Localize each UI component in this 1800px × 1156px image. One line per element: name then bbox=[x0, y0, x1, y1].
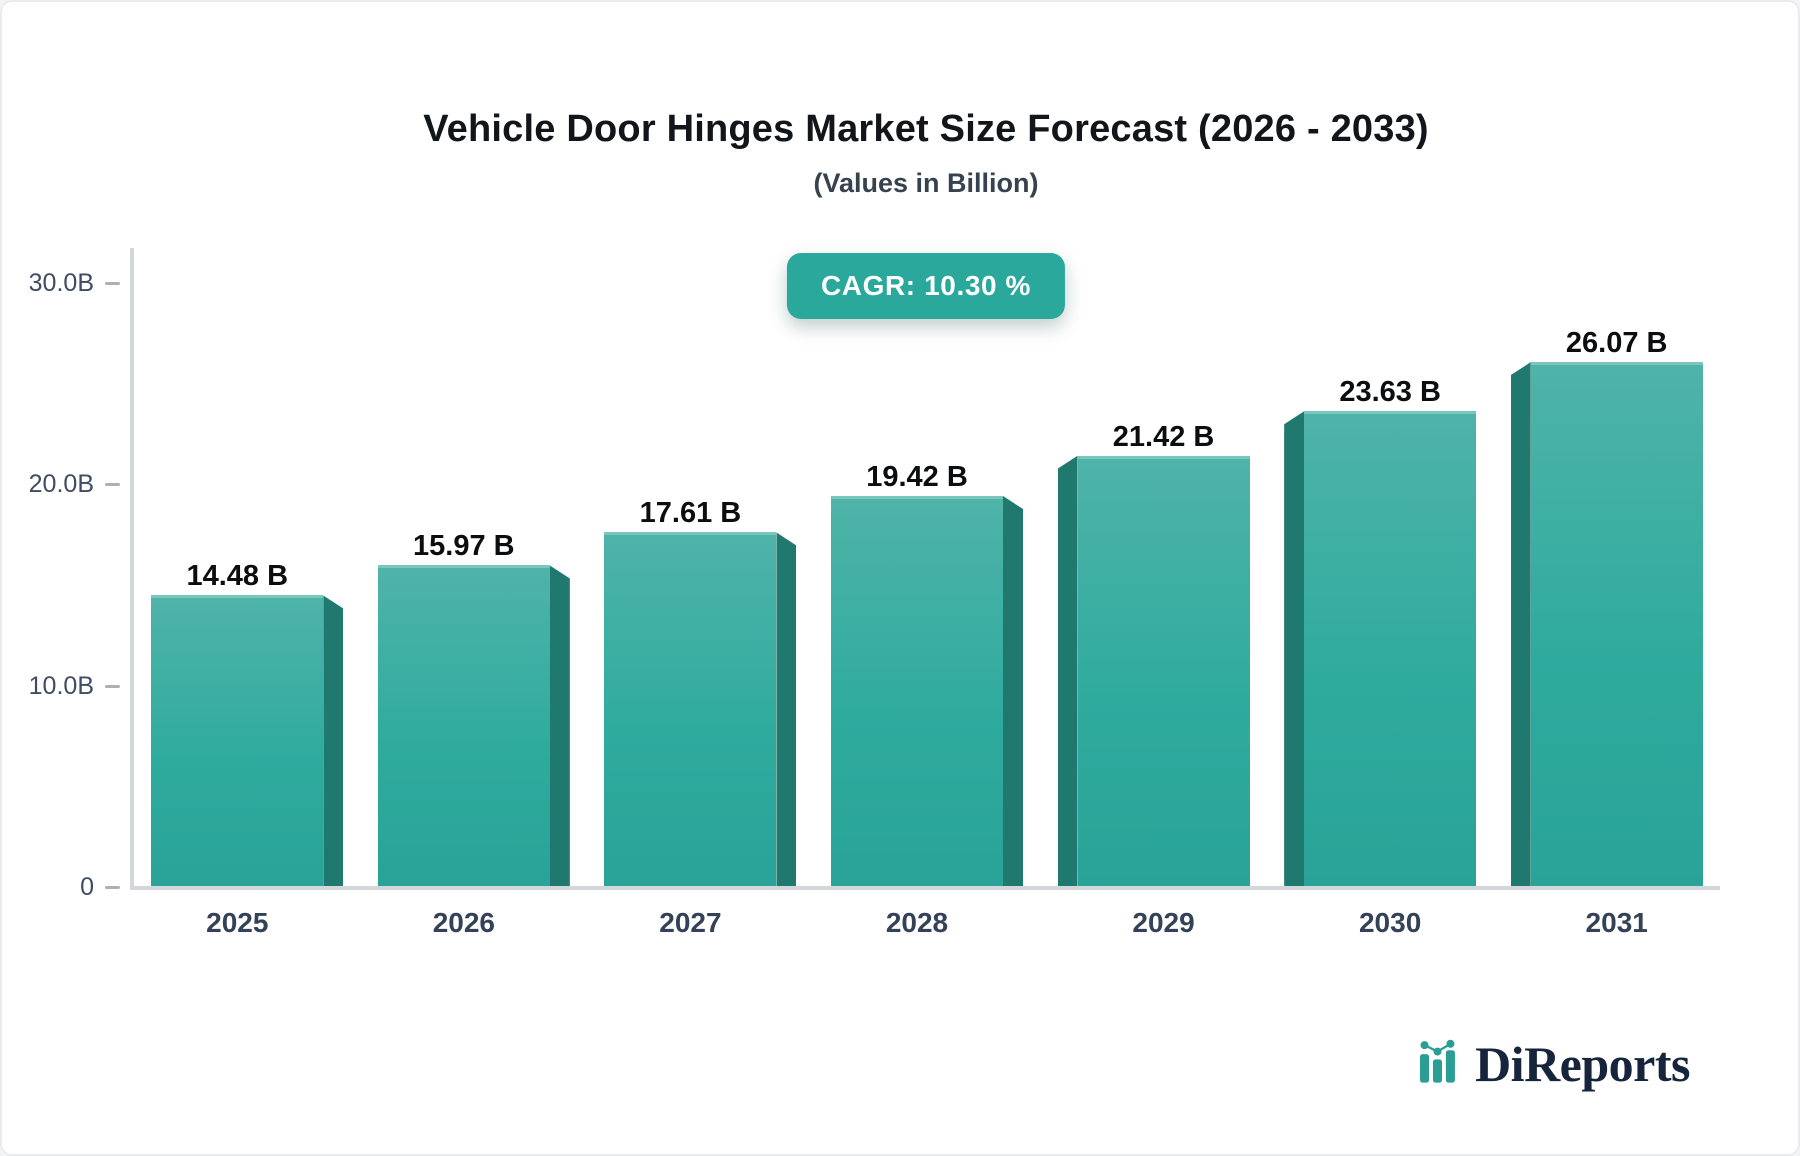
brand-name: DiReports bbox=[1475, 1036, 1690, 1092]
x-tick-label-2025: 2025 bbox=[206, 907, 269, 938]
bar-value-label-2025: 14.48 B bbox=[186, 560, 289, 593]
bar-side-2031 bbox=[1510, 362, 1531, 887]
bar-side-2025 bbox=[323, 595, 344, 887]
bar-2026 bbox=[377, 565, 550, 887]
bar-2031 bbox=[1530, 362, 1703, 887]
y-tick-mark-30 bbox=[105, 282, 120, 285]
chart-subtitle: (Values in Billion) bbox=[813, 168, 1039, 198]
bar-value-label-2027: 17.61 B bbox=[639, 497, 742, 530]
bar-2027 bbox=[604, 532, 777, 887]
bar-value-label-2030: 23.63 B bbox=[1339, 376, 1441, 409]
bar-2028 bbox=[831, 496, 1003, 887]
bar-side-2027 bbox=[776, 532, 797, 887]
chart-title: Vehicle Door Hinges Market Size Forecast… bbox=[423, 108, 1429, 150]
y-tick-mark-20 bbox=[105, 483, 120, 487]
x-axis-line bbox=[130, 886, 1720, 890]
y-tick-label-20: 20.0B bbox=[28, 470, 94, 499]
x-tick-label-2030: 2030 bbox=[1358, 907, 1422, 938]
bar-2030 bbox=[1304, 411, 1477, 887]
y-tick-label-30: 30.0B bbox=[28, 269, 94, 297]
brand-logo: DiReports bbox=[1420, 1036, 1690, 1089]
bar-value-label-2026: 15.97 B bbox=[413, 530, 515, 563]
x-tick-label-2027: 2027 bbox=[659, 907, 722, 938]
y-axis-line bbox=[130, 248, 134, 890]
cagr-badge: CAGR: 10.30 % bbox=[786, 253, 1066, 319]
bar-value-label-2029: 21.42 B bbox=[1112, 420, 1215, 453]
y-tick-label-0: 0 bbox=[80, 873, 94, 901]
bar-side-2028 bbox=[1003, 496, 1023, 887]
bar-value-label-2028: 19.42 B bbox=[866, 461, 968, 493]
y-tick-label-10: 10.0B bbox=[28, 671, 94, 700]
y-tick-mark-0 bbox=[105, 886, 120, 889]
bar-chart-logo-icon bbox=[1420, 1039, 1456, 1083]
x-tick-label-2028: 2028 bbox=[885, 907, 949, 938]
x-tick-label-2026: 2026 bbox=[432, 907, 495, 938]
bar-side-2029 bbox=[1057, 455, 1078, 887]
x-tick-label-2031: 2031 bbox=[1585, 907, 1648, 938]
x-tick-label-2029: 2029 bbox=[1132, 907, 1195, 938]
bar-side-2026 bbox=[549, 565, 570, 887]
bar-2029 bbox=[1077, 455, 1250, 887]
bar-side-2030 bbox=[1284, 411, 1305, 887]
y-tick-mark-10 bbox=[105, 684, 120, 688]
bar-value-label-2031: 26.07 B bbox=[1565, 327, 1668, 360]
bar-2025 bbox=[151, 595, 324, 887]
